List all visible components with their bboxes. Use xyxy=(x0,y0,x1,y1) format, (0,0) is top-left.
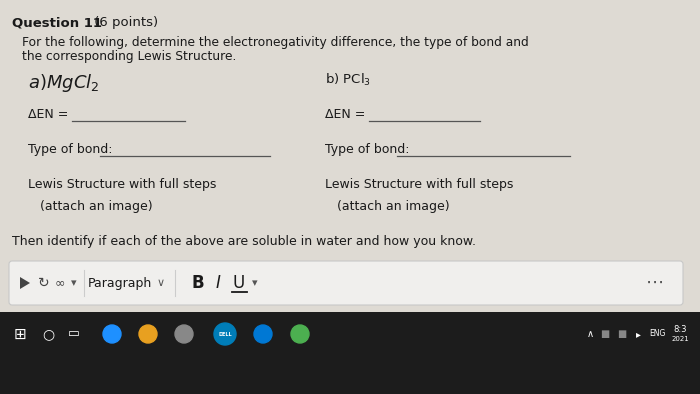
Circle shape xyxy=(175,325,193,343)
Text: B: B xyxy=(192,274,204,292)
Text: Lewis Structure with full steps: Lewis Structure with full steps xyxy=(28,178,216,191)
Text: 2021: 2021 xyxy=(671,336,689,342)
Text: ∨: ∨ xyxy=(157,278,165,288)
Text: Type of bond:: Type of bond: xyxy=(325,143,410,156)
Text: ■: ■ xyxy=(617,329,626,339)
Text: (attach an image): (attach an image) xyxy=(337,200,449,213)
Circle shape xyxy=(214,323,236,345)
Text: For the following, determine the electronegativity difference, the type of bond : For the following, determine the electro… xyxy=(22,36,528,49)
Text: ↻: ↻ xyxy=(38,276,50,290)
Text: ○: ○ xyxy=(42,327,54,341)
Text: ▾: ▾ xyxy=(252,278,258,288)
Text: ∞: ∞ xyxy=(55,277,65,290)
Bar xyxy=(0,312,700,394)
Text: ∧: ∧ xyxy=(587,329,594,339)
Text: 8:3: 8:3 xyxy=(673,325,687,333)
Text: ENG: ENG xyxy=(649,329,665,338)
Text: (6 points): (6 points) xyxy=(90,16,158,29)
Text: Paragraph: Paragraph xyxy=(88,277,152,290)
Text: ⊞: ⊞ xyxy=(13,327,27,342)
Text: DELL: DELL xyxy=(218,331,232,336)
Polygon shape xyxy=(20,277,30,289)
Text: ■: ■ xyxy=(601,329,610,339)
Text: b) PCl$_3$: b) PCl$_3$ xyxy=(325,72,371,88)
Circle shape xyxy=(103,325,121,343)
Text: ▾: ▾ xyxy=(71,278,77,288)
Text: ▭: ▭ xyxy=(68,327,80,340)
Text: Then identify if each of the above are soluble in water and how you know.: Then identify if each of the above are s… xyxy=(12,235,476,248)
Text: (attach an image): (attach an image) xyxy=(40,200,153,213)
Text: Question 11: Question 11 xyxy=(12,16,102,29)
Circle shape xyxy=(139,325,157,343)
Text: ⋯: ⋯ xyxy=(646,274,664,292)
Text: U: U xyxy=(233,274,245,292)
Text: the corresponding Lewis Structure.: the corresponding Lewis Structure. xyxy=(22,50,237,63)
Circle shape xyxy=(254,325,272,343)
Bar xyxy=(0,0,700,340)
Text: Type of bond:: Type of bond: xyxy=(28,143,113,156)
Text: $a)MgCl_2$: $a)MgCl_2$ xyxy=(28,72,99,94)
Text: I: I xyxy=(216,274,220,292)
Text: ▸: ▸ xyxy=(636,329,640,339)
FancyBboxPatch shape xyxy=(9,261,683,305)
Circle shape xyxy=(291,325,309,343)
Text: Lewis Structure with full steps: Lewis Structure with full steps xyxy=(325,178,513,191)
Text: ΔEN =: ΔEN = xyxy=(325,108,370,121)
Text: ΔEN =: ΔEN = xyxy=(28,108,72,121)
